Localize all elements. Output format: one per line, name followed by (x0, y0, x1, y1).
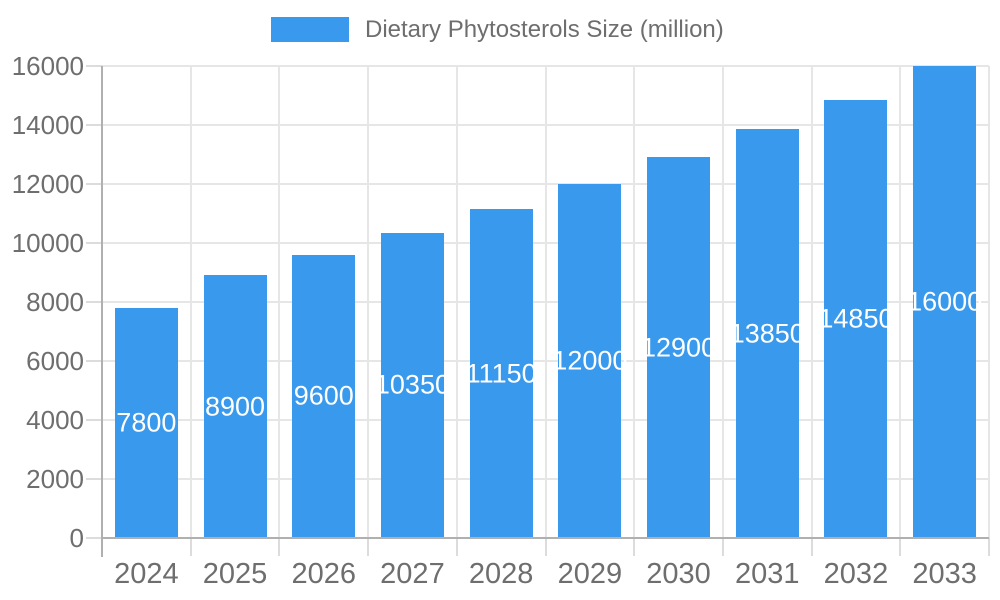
bar[interactable] (647, 157, 711, 538)
y-axis-tick (86, 242, 102, 244)
bar[interactable] (558, 184, 622, 538)
x-axis-label: 2033 (912, 558, 977, 590)
bar-value-label: 8900 (205, 391, 266, 422)
y-axis-label: 6000 (26, 346, 84, 376)
x-axis-label: 2025 (202, 558, 268, 590)
x-axis-tick (899, 538, 902, 556)
x-axis-baseline (102, 537, 989, 539)
y-axis-tick (86, 478, 102, 480)
bar[interactable] (735, 129, 799, 538)
x-axis-tick (988, 538, 990, 556)
gridline-vertical (810, 66, 813, 538)
bar[interactable] (913, 66, 977, 538)
legend[interactable]: Dietary Phytosterols Size (million) (271, 14, 724, 45)
y-axis-label: 2000 (26, 464, 84, 494)
bar-value-label: 7800 (116, 407, 177, 438)
bar-value-label: 12900 (641, 332, 717, 363)
x-axis-label: 2024 (114, 558, 179, 590)
bar-value-label: 14850 (818, 303, 894, 334)
bar[interactable] (380, 232, 444, 538)
x-axis-tick (189, 538, 192, 556)
y-axis-label: 8000 (26, 287, 84, 317)
gridline-vertical (721, 66, 724, 538)
x-axis-label: 2026 (291, 558, 357, 590)
bar[interactable] (292, 254, 356, 538)
x-axis-label: 2030 (646, 558, 711, 590)
y-axis-tick (86, 419, 102, 421)
x-axis-label: 2028 (468, 558, 534, 590)
y-axis-tick (86, 360, 102, 362)
y-axis-tick (86, 65, 102, 67)
gridline-vertical (988, 66, 990, 538)
bar[interactable] (203, 275, 267, 538)
legend-label: Dietary Phytosterols Size (million) (365, 16, 724, 43)
y-axis-label: 10000 (11, 228, 84, 258)
y-axis-label: 16000 (11, 51, 84, 81)
bar-value-label: 9600 (293, 380, 354, 411)
x-axis-tick (810, 538, 813, 556)
x-axis-label: 2031 (734, 558, 800, 590)
y-axis-tick (86, 124, 102, 126)
y-axis-tick (86, 183, 102, 185)
y-axis-line (101, 66, 103, 557)
x-axis-tick (633, 538, 636, 556)
gridline-vertical (633, 66, 636, 538)
x-axis-label: 2029 (557, 558, 623, 590)
gridline-vertical (189, 66, 192, 538)
legend-swatch (271, 17, 349, 42)
x-axis-tick (367, 538, 370, 556)
y-axis-label: 0 (69, 523, 84, 553)
gridline-vertical (278, 66, 281, 538)
y-axis-tick (86, 537, 102, 539)
gridline-vertical (455, 66, 458, 538)
x-axis-tick (721, 538, 724, 556)
y-axis-label: 14000 (11, 110, 84, 140)
bar-value-label: 10350 (374, 369, 450, 400)
bar[interactable] (114, 307, 178, 538)
y-axis-label: 4000 (26, 405, 84, 435)
x-axis-label: 2027 (380, 558, 445, 590)
bar-value-label: 13850 (729, 318, 805, 349)
bar[interactable] (469, 209, 533, 538)
gridline-vertical (367, 66, 370, 538)
bar-value-label: 11150 (465, 358, 537, 389)
gridline-vertical (899, 66, 902, 538)
y-axis-label: 12000 (11, 169, 84, 199)
bar-value-label: 12000 (552, 345, 628, 376)
x-axis-tick (544, 538, 547, 556)
bar[interactable] (824, 99, 888, 538)
x-axis-label: 2032 (823, 558, 889, 590)
bar-value-label: 16000 (907, 286, 983, 317)
y-axis-tick (86, 301, 102, 303)
x-axis-tick (455, 538, 458, 556)
x-axis-tick (278, 538, 281, 556)
gridline-vertical (544, 66, 547, 538)
